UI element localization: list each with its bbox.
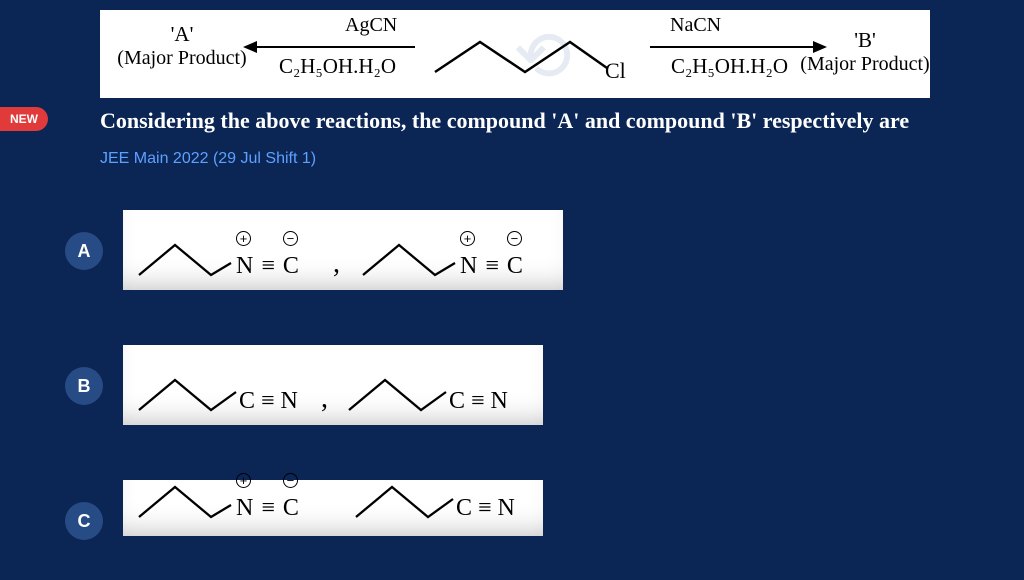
product-b-label: 'B' <box>800 28 930 53</box>
propyl-skeleton <box>425 32 615 82</box>
option-c-mol2: C ≡ N <box>348 462 515 532</box>
option-b-letter: B <box>65 367 103 405</box>
product-a-block: 'A' (Major Product) <box>112 22 252 70</box>
option-a-mol2: +N ≡ −C <box>355 210 525 290</box>
option-a-comma: , <box>333 248 340 280</box>
option-b-comma: , <box>321 383 328 415</box>
option-a-panel: +N ≡ −C , +N ≡ −C <box>123 210 563 290</box>
exam-tag: JEE Main 2022 (29 Jul Shift 1) <box>100 150 316 168</box>
product-a-label: 'A' <box>112 22 252 47</box>
product-b-block: 'B' (Major Product) <box>800 28 930 76</box>
arrow-left <box>255 46 415 48</box>
product-b-sub: (Major Product) <box>800 53 930 76</box>
option-b-panel: C ≡ N , C ≡ N <box>123 345 543 425</box>
reagent-b: NaCN <box>670 14 721 37</box>
option-b-mol1: C ≡ N <box>131 345 298 425</box>
option-b-mol2: C ≡ N <box>341 345 508 425</box>
question-text: Considering the above reactions, the com… <box>100 108 909 134</box>
option-a-letter: A <box>65 232 103 270</box>
option-b[interactable]: B C ≡ N , C ≡ N <box>65 345 945 430</box>
option-c-letter: C <box>65 502 103 540</box>
new-badge: NEW <box>0 107 48 131</box>
reagent-a: AgCN <box>345 14 397 37</box>
option-a[interactable]: A +N ≡ −C , +N ≡ −C <box>65 210 945 295</box>
substrate: Cl <box>425 32 650 82</box>
solvent-b: C₂H₅OH.H₂O <box>652 54 807 79</box>
option-c-mol1: +N ≡ −C <box>131 462 301 532</box>
solvent-a: C₂H₅OH.H₂O <box>260 54 415 79</box>
option-c[interactable]: C +N ≡ −C C ≡ N <box>65 480 945 565</box>
option-a-mol1: +N ≡ −C <box>131 210 301 290</box>
arrow-right <box>650 46 815 48</box>
option-c-panel: +N ≡ −C C ≡ N <box>123 480 543 536</box>
substrate-leaving-group: Cl <box>605 58 626 84</box>
product-a-sub: (Major Product) <box>112 47 252 70</box>
reaction-scheme: ⟲ 'A' (Major Product) AgCN C₂H₅OH.H₂O Cl… <box>100 10 930 98</box>
